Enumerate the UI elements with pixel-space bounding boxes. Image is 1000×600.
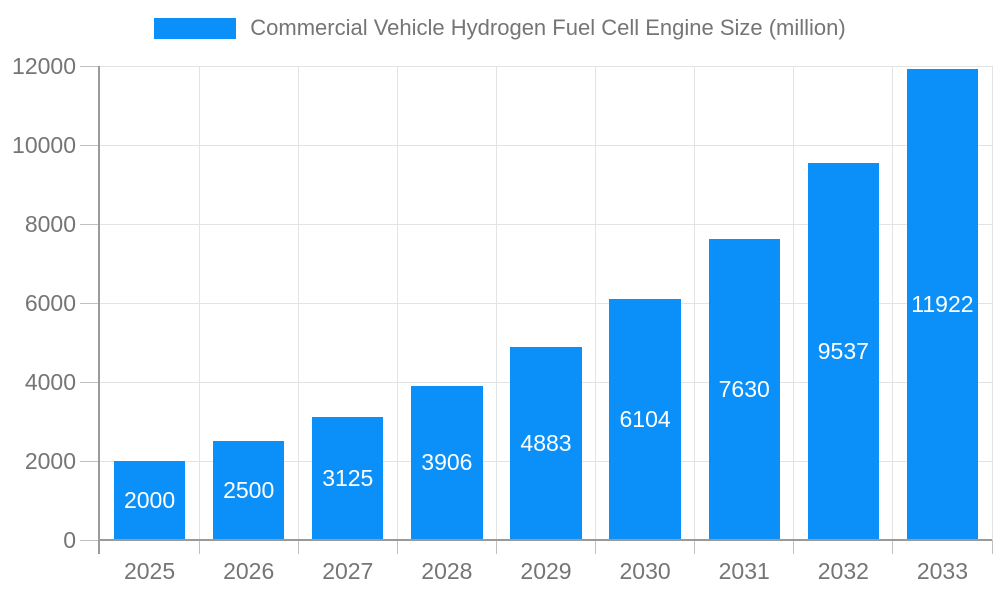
y-axis-tick (80, 460, 100, 462)
bar-value-label: 6104 (619, 405, 671, 432)
gridline-horizontal (100, 223, 992, 225)
x-axis-label: 2027 (322, 558, 374, 584)
bar: 3906 (411, 385, 483, 540)
x-axis-tick (297, 540, 299, 554)
x-axis-label: 2026 (223, 558, 275, 584)
y-axis-label: 12000 (12, 53, 76, 79)
gridline-vertical (892, 66, 894, 540)
y-axis-tick (80, 539, 100, 541)
gridline-horizontal (100, 144, 992, 146)
bar-value-label: 7630 (718, 375, 770, 402)
y-axis-label: 6000 (24, 290, 76, 316)
x-axis-tick (991, 540, 993, 554)
x-axis-label: 2028 (421, 558, 473, 584)
gridline-horizontal (100, 302, 992, 304)
gridline-vertical (595, 66, 597, 540)
chart-title: Commercial Vehicle Hydrogen Fuel Cell En… (250, 15, 846, 40)
x-axis-label: 2033 (916, 558, 969, 584)
bar: 7630 (708, 238, 780, 540)
y-axis-tick (80, 381, 100, 383)
x-axis-tick (793, 540, 795, 554)
y-axis-tick (80, 144, 100, 146)
bar: 2000 (113, 461, 186, 540)
bar-value-label: 2500 (223, 477, 275, 504)
bar: 6104 (609, 298, 681, 540)
gridline-vertical (991, 66, 993, 540)
x-axis-label: 2032 (817, 558, 869, 584)
x-axis-label: 2025 (123, 558, 176, 584)
bar: 9537 (807, 163, 879, 540)
legend-swatch (154, 17, 237, 39)
bar: 11922 (906, 69, 979, 540)
bar-value-label: 3125 (322, 464, 374, 491)
bar-value-label: 9537 (817, 338, 869, 365)
legend: Commercial Vehicle Hydrogen Fuel Cell En… (0, 15, 1000, 41)
y-axis-tick (80, 65, 100, 67)
y-axis-tick (80, 302, 100, 304)
x-axis-tick (495, 540, 497, 554)
x-axis-tick (198, 540, 200, 554)
x-axis-line (98, 539, 992, 541)
bar-value-label: 11922 (911, 291, 974, 318)
y-axis-label: 4000 (24, 369, 76, 395)
y-axis-tick (80, 223, 100, 225)
bar: 2500 (212, 441, 285, 540)
bar-value-label: 4883 (520, 430, 572, 457)
bar-value-label: 2000 (123, 487, 176, 513)
gridline-vertical (495, 66, 497, 540)
x-axis-tick (892, 540, 894, 554)
gridline-vertical (297, 66, 299, 540)
gridline-vertical (396, 66, 398, 540)
y-axis-label: 10000 (12, 132, 76, 158)
gridline-vertical (793, 66, 795, 540)
bar: 4883 (510, 347, 582, 540)
bar: 3125 (312, 416, 384, 540)
y-axis-label: 2000 (24, 448, 76, 474)
gridline-vertical (198, 66, 200, 540)
x-axis-label: 2030 (619, 558, 671, 584)
bar-value-label: 3906 (421, 449, 473, 476)
x-axis-label: 2031 (718, 558, 770, 584)
y-axis-label: 0 (63, 527, 76, 553)
gridline-vertical (694, 66, 696, 540)
gridline-horizontal (100, 65, 992, 67)
x-axis-tick (396, 540, 398, 554)
y-axis-label: 8000 (24, 211, 76, 237)
x-axis-tick (595, 540, 597, 554)
plot-area: 2000 2500 3125 3906 4883 6104 7630 9537 11922 (100, 65, 993, 540)
y-axis-line (98, 66, 100, 554)
x-axis-tick (694, 540, 696, 554)
x-axis-label: 2029 (520, 558, 572, 584)
